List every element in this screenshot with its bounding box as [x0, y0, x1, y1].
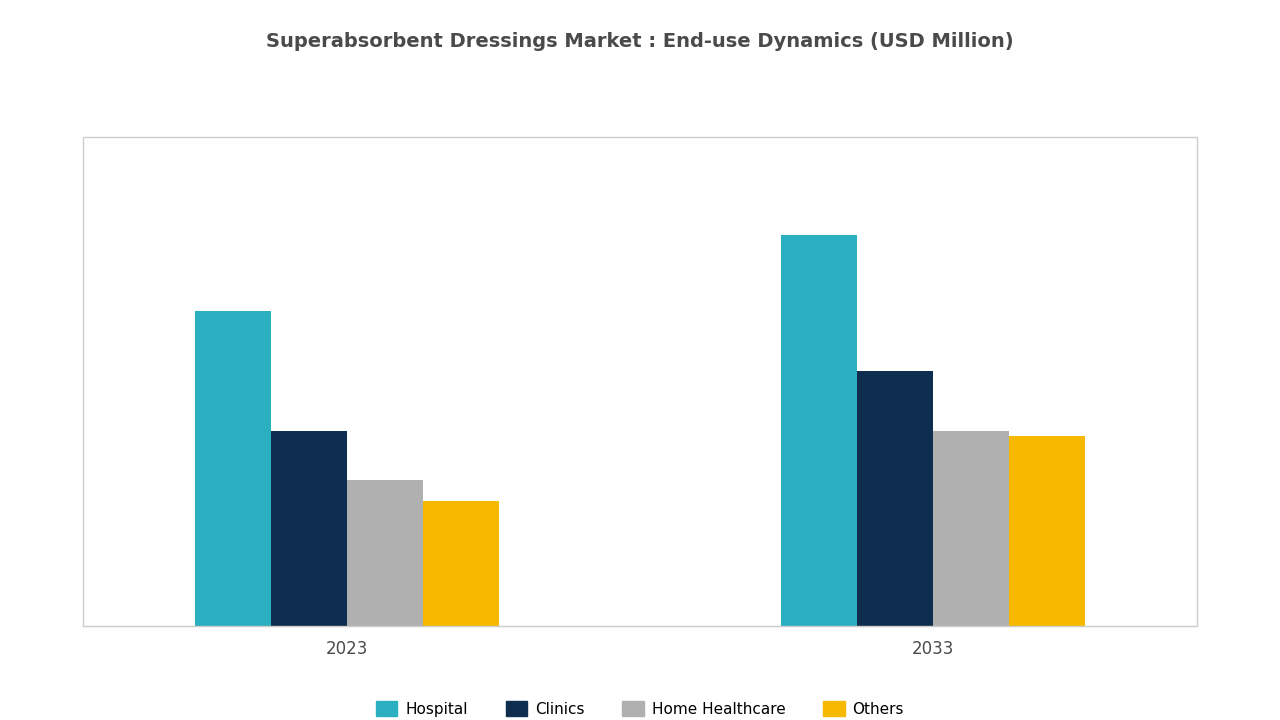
Text: Superabsorbent Dressings Market : End-use Dynamics (USD Million): Superabsorbent Dressings Market : End-us… [266, 32, 1014, 51]
Bar [933, 431, 1009, 626]
Bar [1009, 436, 1085, 626]
Bar [424, 501, 499, 626]
Bar [856, 371, 933, 626]
Bar [781, 235, 856, 626]
Legend: Hospital, Clinics, Home Healthcare, Others: Hospital, Clinics, Home Healthcare, Othe… [370, 695, 910, 720]
Bar [347, 480, 424, 626]
Bar [195, 311, 271, 626]
Bar [271, 431, 347, 626]
